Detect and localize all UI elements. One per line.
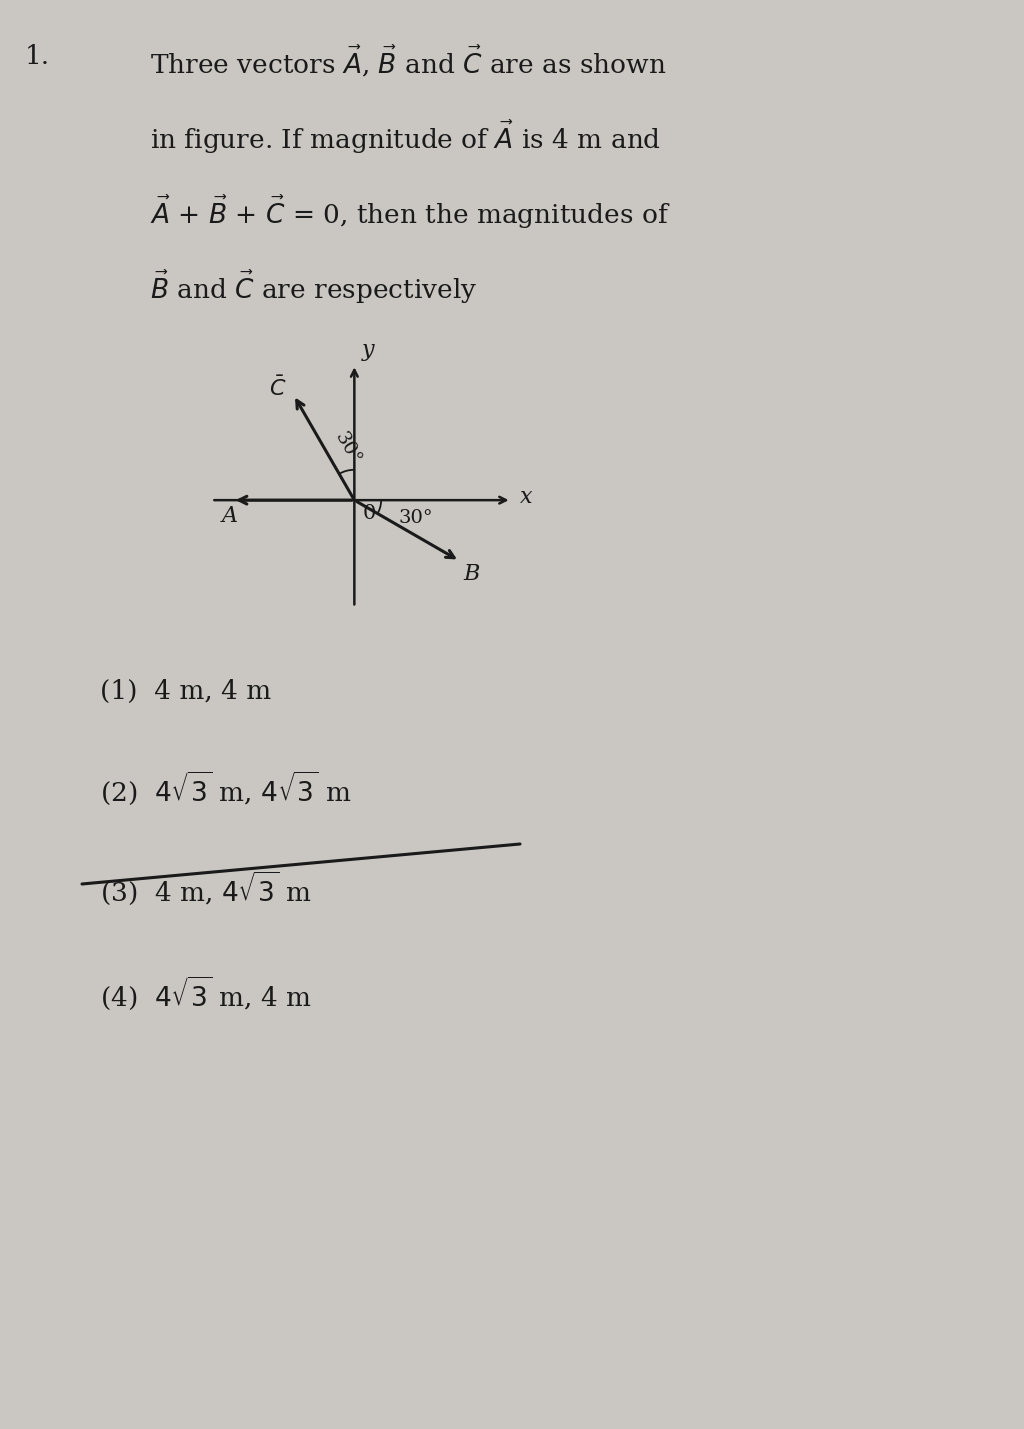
Text: $\vec{B}$ and $\vec{C}$ are respectively: $\vec{B}$ and $\vec{C}$ are respectively — [150, 269, 477, 306]
Text: 30°: 30° — [332, 429, 365, 469]
Text: in figure. If magnitude of $\vec{A}$ is 4 m and: in figure. If magnitude of $\vec{A}$ is … — [150, 119, 662, 156]
Text: (3)  4 m, $4\sqrt{3}$ m: (3) 4 m, $4\sqrt{3}$ m — [100, 869, 312, 907]
Text: 0: 0 — [362, 503, 376, 523]
Text: x: x — [520, 486, 532, 509]
Text: B: B — [463, 563, 479, 584]
Text: y: y — [361, 339, 374, 362]
Text: $\bar{C}$: $\bar{C}$ — [268, 377, 286, 402]
Text: (2)  $4\sqrt{3}$ m, $4\sqrt{3}$ m: (2) $4\sqrt{3}$ m, $4\sqrt{3}$ m — [100, 769, 351, 807]
Text: $\vec{A}$ + $\vec{B}$ + $\vec{C}$ = 0, then the magnitudes of: $\vec{A}$ + $\vec{B}$ + $\vec{C}$ = 0, t… — [150, 194, 671, 231]
Text: (4)  $4\sqrt{3}$ m, 4 m: (4) $4\sqrt{3}$ m, 4 m — [100, 975, 312, 1012]
Text: (1)  4 m, 4 m: (1) 4 m, 4 m — [100, 679, 271, 704]
Text: 30°: 30° — [398, 509, 433, 527]
Text: A: A — [222, 504, 239, 527]
Text: 1.: 1. — [25, 44, 50, 69]
Text: Three vectors $\vec{A}$, $\vec{B}$ and $\vec{C}$ are as shown: Three vectors $\vec{A}$, $\vec{B}$ and $… — [150, 44, 667, 80]
